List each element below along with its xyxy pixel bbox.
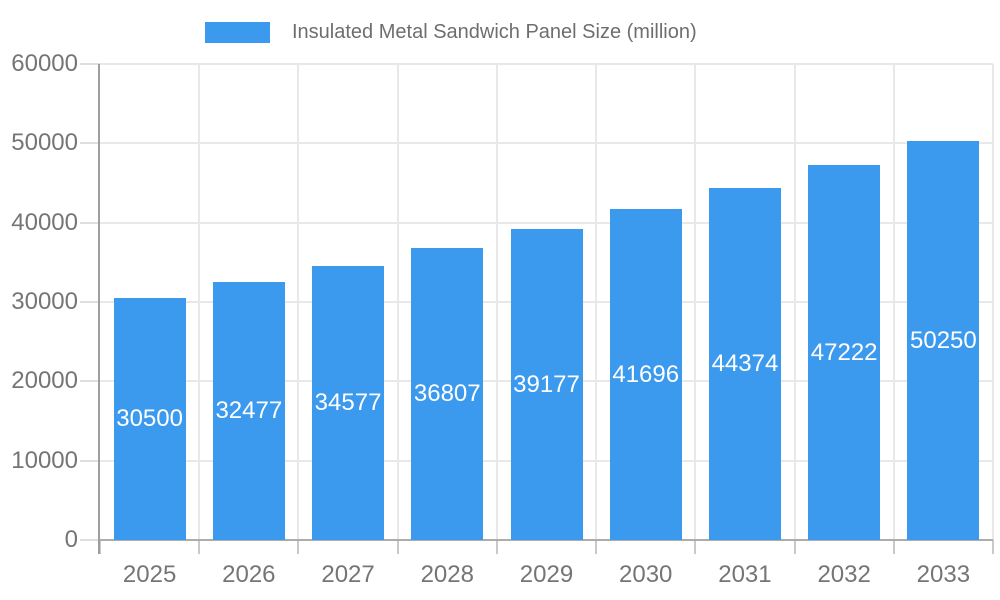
y-axis-tick	[80, 63, 100, 65]
gridline-vertical	[396, 64, 399, 540]
y-axis-tick	[80, 539, 100, 541]
x-axis-label: 2029	[519, 561, 574, 588]
gridline-vertical	[198, 64, 201, 540]
y-axis-label: 30000	[11, 288, 78, 315]
y-axis-label: 60000	[11, 50, 78, 77]
legend-swatch	[205, 21, 270, 43]
bar[interactable]	[907, 141, 980, 540]
x-axis-label: 2033	[916, 561, 971, 588]
gridline-vertical	[793, 64, 796, 540]
bar-value-label: 47222	[810, 338, 878, 366]
x-axis-tick	[694, 540, 697, 554]
bar-value-label: 41696	[612, 360, 680, 388]
y-axis-label: 20000	[11, 367, 78, 395]
x-axis-tick	[595, 540, 598, 554]
bar-value-label: 32477	[215, 397, 283, 425]
bar-value-label: 39177	[513, 370, 580, 398]
y-axis-line	[98, 64, 100, 554]
y-axis-label: 0	[64, 526, 78, 553]
x-axis-tick	[793, 540, 796, 554]
gridline-vertical	[694, 64, 697, 540]
legend-label: Insulated Metal Sandwich Panel Size (mil…	[292, 21, 697, 43]
gridline-horizontal	[100, 63, 993, 65]
bar[interactable]	[808, 165, 881, 540]
gridline-vertical	[297, 64, 300, 540]
x-axis-label: 2027	[321, 561, 375, 588]
gridline-horizontal	[100, 142, 993, 145]
x-axis-label: 2025	[122, 561, 177, 588]
x-axis-tick	[992, 540, 994, 554]
x-axis-tick	[99, 540, 101, 554]
gridline-vertical	[595, 64, 598, 540]
gridline-horizontal	[100, 221, 993, 224]
gridline-vertical	[495, 64, 498, 540]
bar-value-label: 30500	[116, 405, 183, 433]
y-axis-tick	[80, 301, 100, 303]
x-axis-tick	[198, 540, 201, 554]
bar-value-label: 36807	[413, 379, 481, 407]
gridline-vertical	[892, 64, 895, 540]
y-axis-tick	[80, 221, 100, 224]
x-axis-tick	[396, 540, 399, 554]
bar[interactable]	[212, 282, 285, 540]
bar-value-label: 44374	[711, 349, 779, 377]
x-axis-label: 2032	[817, 561, 871, 588]
x-axis-label: 2028	[420, 561, 474, 588]
y-axis-label: 10000	[11, 446, 78, 474]
bar[interactable]	[411, 247, 484, 540]
bar[interactable]	[609, 209, 682, 540]
x-axis-tick	[297, 540, 300, 554]
bar[interactable]	[510, 229, 583, 540]
bar[interactable]	[708, 187, 781, 540]
bar-value-label: 34577	[314, 388, 382, 416]
y-axis-tick	[80, 142, 100, 145]
x-axis-label: 2031	[718, 561, 772, 588]
x-axis-label: 2026	[222, 561, 276, 588]
x-axis-line	[100, 539, 993, 541]
x-axis-tick	[495, 540, 498, 554]
x-axis-label: 2030	[619, 561, 673, 588]
y-axis-tick	[80, 380, 100, 383]
y-axis-label: 50000	[11, 129, 78, 157]
bar-value-label: 50250	[910, 326, 977, 354]
bar[interactable]	[312, 265, 385, 540]
y-axis-tick	[80, 459, 100, 462]
gridline-vertical	[992, 64, 994, 540]
bar[interactable]	[113, 298, 186, 540]
x-axis-tick	[892, 540, 895, 554]
legend[interactable]: Insulated Metal Sandwich Panel Size (mil…	[205, 21, 697, 43]
y-axis-label: 40000	[11, 208, 78, 236]
